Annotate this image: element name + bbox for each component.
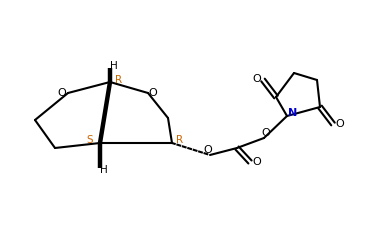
Text: O: O <box>149 88 157 98</box>
Text: O: O <box>58 88 66 98</box>
Text: O: O <box>336 119 344 129</box>
Text: H: H <box>110 61 118 71</box>
Text: O: O <box>253 74 261 84</box>
Text: N: N <box>288 108 298 118</box>
Text: H: H <box>100 165 108 175</box>
Text: O: O <box>203 145 212 155</box>
Text: R: R <box>115 75 123 85</box>
Text: R: R <box>176 135 184 145</box>
Text: O: O <box>253 157 261 167</box>
Text: S: S <box>87 135 93 145</box>
Text: O: O <box>262 128 271 138</box>
